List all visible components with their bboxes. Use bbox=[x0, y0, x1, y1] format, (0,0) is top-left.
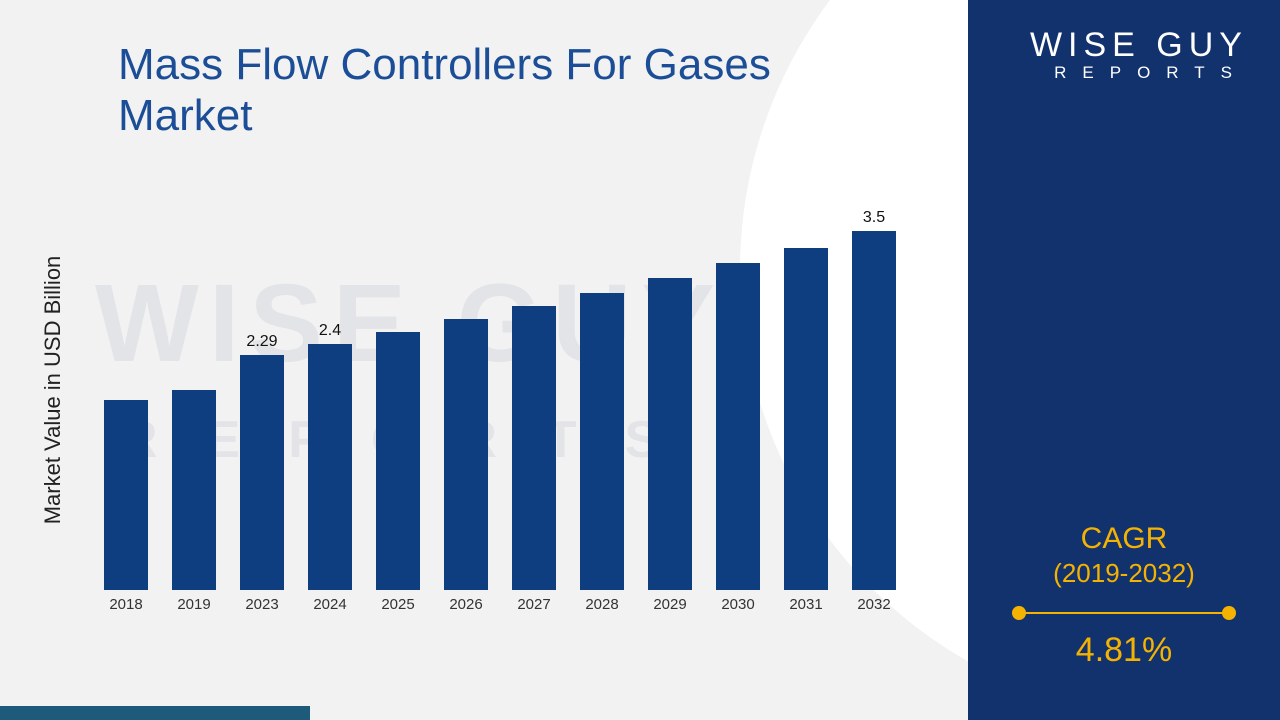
bar bbox=[716, 263, 761, 590]
x-axis-label: 2024 bbox=[304, 596, 356, 613]
bar-column: 3.5 bbox=[848, 231, 900, 590]
brand-logo-sub: REPORTS bbox=[1030, 63, 1248, 83]
bar bbox=[104, 400, 149, 590]
bar-column bbox=[576, 293, 628, 590]
cagr-value: 4.81% bbox=[1008, 631, 1240, 670]
x-axis-label: 2030 bbox=[712, 596, 764, 613]
cagr-divider-bar bbox=[1018, 612, 1230, 614]
bar-column bbox=[168, 390, 220, 590]
bar-column: 2.4 bbox=[304, 344, 356, 590]
x-axis-labels: 2018 2019 2023 2024 2025 2026 2027 2028 2029 2030… bbox=[100, 596, 900, 613]
plot-area: 2.29 2.4 3.5 bbox=[100, 180, 900, 590]
cagr-title: CAGR bbox=[1008, 522, 1240, 556]
cagr-block: CAGR (2019-2032) 4.81% bbox=[1008, 522, 1240, 670]
bar bbox=[852, 231, 897, 590]
x-axis-label: 2023 bbox=[236, 596, 288, 613]
bar bbox=[308, 344, 353, 590]
bar-column: 2.29 bbox=[236, 355, 288, 590]
y-axis-title: Market Value in USD Billion bbox=[40, 180, 66, 600]
bar bbox=[172, 390, 217, 590]
bar bbox=[376, 332, 421, 590]
infographic-frame: WISE GUY REPORTS Mass Flow Controllers F… bbox=[0, 0, 1280, 720]
bar bbox=[784, 248, 829, 590]
x-axis-label: 2028 bbox=[576, 596, 628, 613]
bottom-accent-strip bbox=[0, 706, 310, 720]
bar-column bbox=[712, 263, 764, 590]
x-axis-label: 2019 bbox=[168, 596, 220, 613]
bar bbox=[240, 355, 285, 590]
x-axis-label: 2029 bbox=[644, 596, 696, 613]
bar-chart: Market Value in USD Billion 2.292.43.5 2… bbox=[90, 180, 900, 650]
bar-value-label: 3.5 bbox=[863, 209, 885, 227]
bar-value-label: 2.4 bbox=[319, 322, 341, 340]
x-axis-label: 2031 bbox=[780, 596, 832, 613]
chart-title: Mass Flow Controllers For Gases Market bbox=[118, 40, 878, 141]
x-axis-label: 2025 bbox=[372, 596, 424, 613]
bar-column bbox=[372, 332, 424, 590]
x-axis-label: 2027 bbox=[508, 596, 560, 613]
bar-column bbox=[100, 400, 152, 590]
cagr-period: (2019-2032) bbox=[1008, 558, 1240, 589]
cagr-divider-dot-left bbox=[1012, 606, 1026, 620]
x-axis-label: 2032 bbox=[848, 596, 900, 613]
cagr-divider bbox=[1018, 603, 1230, 623]
bar bbox=[512, 306, 557, 590]
bar-column bbox=[780, 248, 832, 590]
bar-column bbox=[644, 278, 696, 590]
bar bbox=[444, 319, 489, 590]
brand-logo-main: WISE GUY bbox=[1030, 26, 1248, 65]
bar bbox=[580, 293, 625, 590]
bar bbox=[648, 278, 693, 590]
cagr-divider-dot-right bbox=[1222, 606, 1236, 620]
bar-column bbox=[440, 319, 492, 590]
x-axis-label: 2026 bbox=[440, 596, 492, 613]
bar-column bbox=[508, 306, 560, 590]
x-axis-label: 2018 bbox=[100, 596, 152, 613]
bar-value-label: 2.29 bbox=[246, 333, 277, 351]
brand-logo: WISE GUY REPORTS bbox=[1030, 26, 1248, 83]
